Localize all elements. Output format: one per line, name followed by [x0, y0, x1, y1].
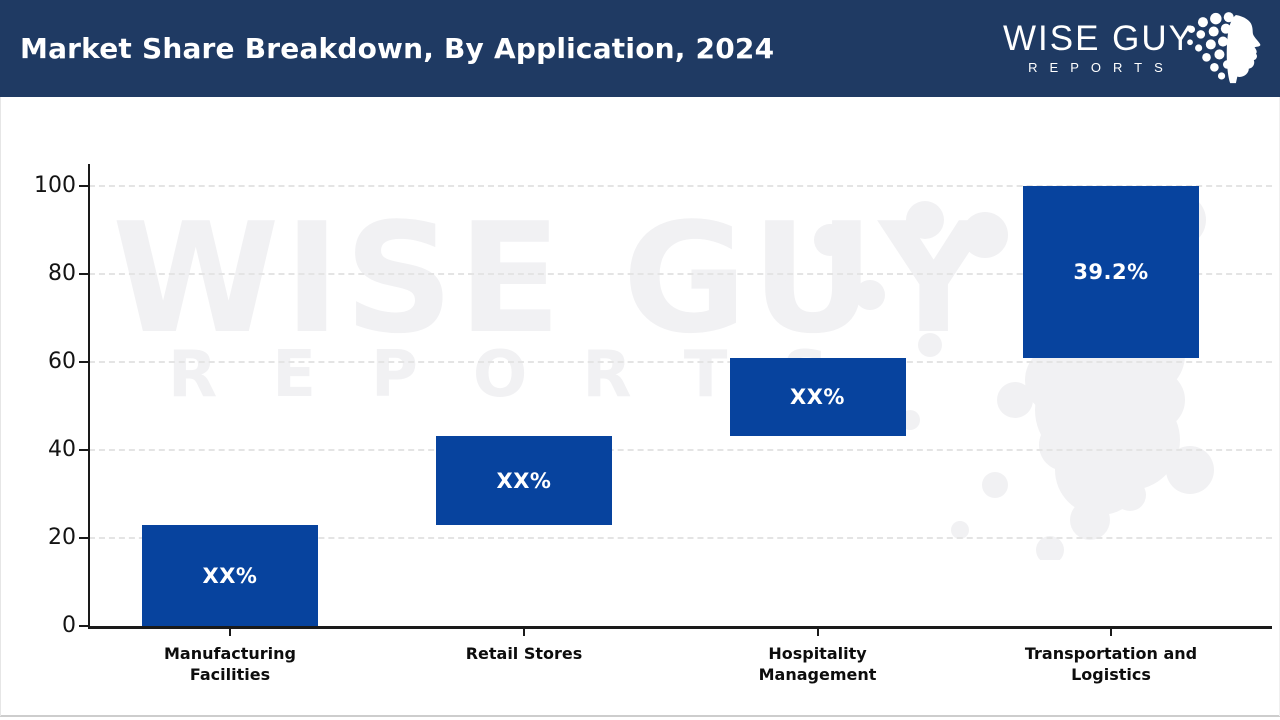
category-label: Manufacturing Facilities [164, 644, 296, 684]
ytick-label-80: 80 [48, 261, 76, 286]
left-border-line [0, 97, 1, 716]
bar-segment: XX% [729, 358, 906, 436]
bar-value-label: 39.2% [1073, 260, 1149, 285]
xtick-mark [816, 629, 819, 636]
gridline-y20 [89, 537, 1272, 539]
bar-value-label: XX% [202, 563, 258, 588]
ytick-label-40: 40 [48, 437, 76, 462]
ytick-mark-40 [79, 449, 88, 451]
y-axis-line [88, 164, 90, 628]
xtick-mark [1110, 629, 1112, 636]
bar-segment: 39.2% [1023, 186, 1199, 359]
bar-value-label: XX% [790, 385, 845, 410]
ytick-label-100: 100 [34, 173, 76, 198]
bottom-border-line [0, 715, 1280, 717]
bar-segment: XX% [436, 435, 612, 526]
ytick-mark-80 [79, 273, 88, 275]
wiseguy-logo: WISE GUY REPORTS [1003, 10, 1266, 86]
ytick-label-60: 60 [48, 349, 76, 374]
page-title: Market Share Breakdown, By Application, … [20, 32, 775, 65]
logo-sub-text: REPORTS [1028, 60, 1175, 75]
bar-value-label: XX% [496, 468, 552, 493]
ytick-label-0: 0 [62, 613, 76, 638]
chart-plot-area: 0 20 40 60 80 100 XX% Manufacturing Facilities X… [0, 97, 1280, 720]
watermark-wordmark: WISE GUY [112, 190, 993, 367]
x-axis-line [88, 626, 1272, 629]
ytick-label-20: 20 [48, 525, 76, 550]
bar-segment: XX% [142, 525, 318, 626]
wiseguy-logo-text: WISE GUY REPORTS [1002, 19, 1194, 76]
ytick-mark-0 [79, 625, 88, 627]
category-label: Retail Stores [465, 644, 583, 663]
category-label: Transportation and Logistics [1024, 644, 1198, 684]
gridline-y100 [89, 185, 1272, 187]
xtick-mark [523, 629, 525, 636]
xtick-mark [229, 629, 231, 636]
ytick-mark-100 [79, 185, 88, 187]
logo-name-text: WISE GUY [1002, 19, 1194, 58]
category-label: Hospitality Management [758, 644, 877, 684]
ytick-mark-60 [79, 361, 88, 363]
header-bar: Market Share Breakdown, By Application, … [0, 0, 1280, 97]
gridline-y80 [89, 273, 1272, 275]
ytick-mark-20 [79, 537, 88, 539]
gridline-y60 [89, 361, 1272, 363]
gridline-y40 [89, 449, 1272, 451]
dotted-head-profile-icon [1187, 12, 1261, 84]
watermark-subword: REPORTS [168, 338, 884, 412]
